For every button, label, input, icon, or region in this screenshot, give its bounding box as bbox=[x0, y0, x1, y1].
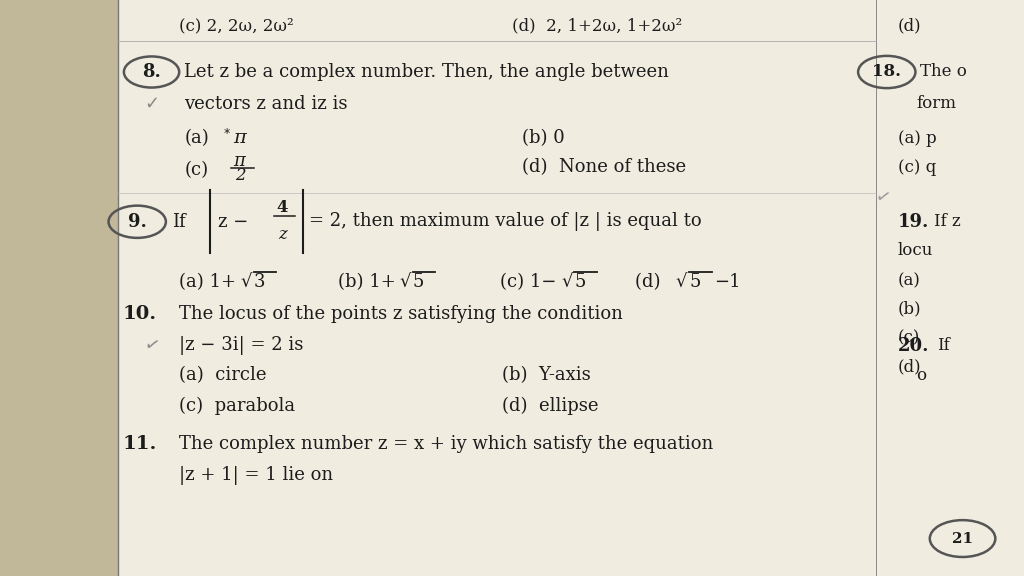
Text: 9.: 9. bbox=[128, 213, 146, 231]
Text: 11.: 11. bbox=[123, 434, 158, 453]
Text: 10.: 10. bbox=[123, 305, 157, 323]
Text: (b): (b) bbox=[898, 301, 922, 318]
FancyBboxPatch shape bbox=[118, 0, 876, 576]
Text: z: z bbox=[279, 226, 288, 243]
Text: = 2, then maximum value of |z | is equal to: = 2, then maximum value of |z | is equal… bbox=[309, 213, 701, 231]
Text: (d)  ellipse: (d) ellipse bbox=[502, 397, 598, 415]
Text: π: π bbox=[233, 152, 246, 170]
Text: 8.: 8. bbox=[142, 63, 161, 81]
Text: 4: 4 bbox=[276, 199, 288, 216]
Text: form: form bbox=[916, 95, 956, 112]
Text: |z − 3i| = 2 is: |z − 3i| = 2 is bbox=[179, 336, 303, 355]
Text: (d): (d) bbox=[898, 17, 922, 35]
Text: (b)  Y-axis: (b) Y-axis bbox=[502, 366, 591, 385]
Text: If z: If z bbox=[934, 213, 961, 230]
Text: 5: 5 bbox=[574, 273, 586, 291]
Text: (b) 0: (b) 0 bbox=[522, 129, 565, 147]
Text: (c) q: (c) q bbox=[898, 158, 936, 176]
Text: o: o bbox=[916, 367, 927, 384]
Text: vectors z and iz is: vectors z and iz is bbox=[184, 94, 348, 113]
Text: (a)  circle: (a) circle bbox=[179, 366, 266, 385]
FancyBboxPatch shape bbox=[0, 0, 118, 576]
Text: The o: The o bbox=[920, 63, 967, 81]
Text: locu: locu bbox=[898, 242, 934, 259]
Text: 5: 5 bbox=[413, 273, 424, 291]
Text: (d): (d) bbox=[635, 273, 667, 291]
Text: If: If bbox=[937, 337, 949, 354]
Text: −1: −1 bbox=[714, 273, 740, 291]
Text: ✓: ✓ bbox=[142, 335, 161, 356]
Text: 20.: 20. bbox=[898, 336, 930, 355]
Text: *: * bbox=[223, 127, 229, 139]
Text: 5: 5 bbox=[689, 273, 700, 291]
Text: 19.: 19. bbox=[898, 213, 930, 231]
Text: If: If bbox=[172, 213, 185, 231]
Text: (c) 2, 2ω, 2ω²: (c) 2, 2ω, 2ω² bbox=[179, 17, 294, 35]
Text: ✓: ✓ bbox=[873, 187, 892, 208]
Text: 2: 2 bbox=[236, 167, 246, 184]
Text: (b) 1+: (b) 1+ bbox=[338, 273, 395, 291]
Text: (c): (c) bbox=[898, 329, 921, 347]
Text: (a): (a) bbox=[184, 129, 209, 147]
Text: (c)  parabola: (c) parabola bbox=[179, 397, 295, 415]
Text: √: √ bbox=[561, 273, 572, 291]
Text: (c) 1−: (c) 1− bbox=[500, 273, 556, 291]
Text: Let z be a complex number. Then, the angle between: Let z be a complex number. Then, the ang… bbox=[184, 63, 670, 81]
Text: √: √ bbox=[399, 273, 411, 291]
Text: 18.: 18. bbox=[872, 63, 901, 81]
Text: 3: 3 bbox=[254, 273, 265, 291]
Text: (d): (d) bbox=[898, 358, 922, 376]
Text: (a) p: (a) p bbox=[898, 130, 937, 147]
Text: √: √ bbox=[676, 273, 687, 291]
FancyBboxPatch shape bbox=[876, 0, 1024, 576]
Text: 21: 21 bbox=[952, 532, 973, 545]
Text: z −: z − bbox=[218, 213, 249, 231]
Text: ✓: ✓ bbox=[144, 94, 159, 113]
Text: (a) 1+: (a) 1+ bbox=[179, 273, 237, 291]
Text: π: π bbox=[233, 129, 247, 147]
Text: (d)  None of these: (d) None of these bbox=[522, 158, 686, 176]
Text: (d)  2, 1+2ω, 1+2ω²: (d) 2, 1+2ω, 1+2ω² bbox=[512, 17, 682, 35]
Text: (a): (a) bbox=[898, 272, 921, 289]
Text: (c): (c) bbox=[184, 161, 209, 179]
Text: The locus of the points z satisfying the condition: The locus of the points z satisfying the… bbox=[179, 305, 623, 323]
Text: |z + 1| = 1 lie on: |z + 1| = 1 lie on bbox=[179, 466, 334, 484]
Text: √: √ bbox=[241, 273, 252, 291]
Text: The complex number z = x + iy which satisfy the equation: The complex number z = x + iy which sati… bbox=[179, 434, 714, 453]
